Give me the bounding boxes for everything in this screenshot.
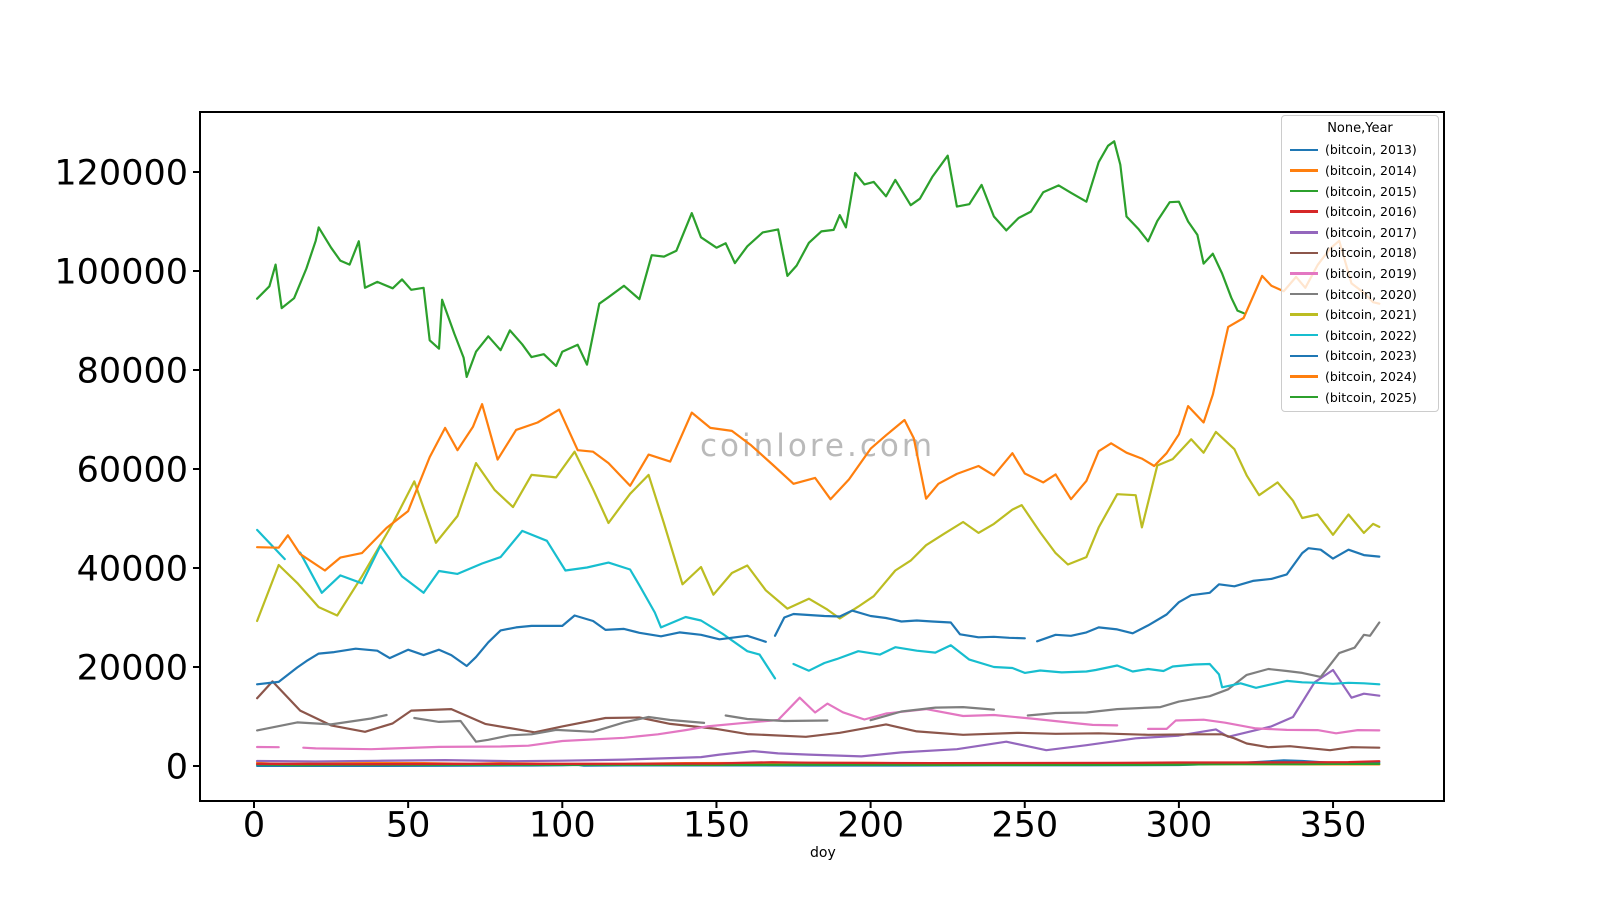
legend-swatch-2025 — [1290, 395, 1318, 399]
legend-label-2023: (bitcoin, 2023) — [1325, 348, 1417, 364]
series-line-2023 — [773, 609, 1026, 640]
legend-swatch-2015 — [1290, 189, 1318, 193]
legend-entry-2016: (bitcoin, 2016) — [1290, 201, 1430, 222]
series-line-2024 — [256, 239, 1381, 572]
y-tick-label: 80000 — [77, 352, 188, 392]
x-tick-label: 150 — [683, 806, 750, 846]
series-line-2021 — [256, 430, 1381, 623]
legend-swatch-2021 — [1290, 313, 1318, 316]
legend: None,Year (bitcoin, 2013) (bitcoin, 2014)… — [1281, 115, 1439, 413]
series-line-2020 — [869, 705, 996, 722]
legend-swatch-2019 — [1290, 272, 1318, 275]
legend-label-2024: (bitcoin, 2024) — [1325, 368, 1417, 384]
legend-swatch-2018 — [1290, 251, 1318, 255]
legend-entry-2017: (bitcoin, 2017) — [1290, 222, 1430, 243]
y-tick-label: 60000 — [77, 451, 188, 491]
legend-label-2018: (bitcoin, 2018) — [1325, 245, 1417, 261]
legend-label-2014: (bitcoin, 2014) — [1325, 162, 1417, 178]
legend-swatch-2013 — [1290, 148, 1318, 152]
legend-label-2022: (bitcoin, 2022) — [1325, 327, 1417, 343]
series-line-2019 — [302, 696, 1119, 751]
legend-swatch-2024 — [1290, 375, 1318, 378]
legend-entry-2020: (bitcoin, 2020) — [1290, 284, 1430, 305]
legend-entry-2022: (bitcoin, 2022) — [1290, 325, 1430, 346]
x-tick-label: 300 — [1145, 806, 1212, 846]
series-line-2020 — [413, 715, 706, 743]
legend-entry-2023: (bitcoin, 2023) — [1290, 346, 1430, 367]
legend-label-2015: (bitcoin, 2015) — [1325, 183, 1417, 199]
x-tick-label: 350 — [1300, 806, 1367, 846]
legend-entry-2021: (bitcoin, 2021) — [1290, 304, 1430, 325]
series-line-2022 — [299, 529, 777, 680]
series-line-2023 — [1035, 547, 1381, 643]
series-line-2022 — [792, 644, 1381, 689]
legend-entry-2018: (bitcoin, 2018) — [1290, 243, 1430, 264]
legend-entry-2025: (bitcoin, 2025) — [1290, 387, 1430, 408]
series-line-2017 — [256, 668, 1381, 763]
legend-entry-2024: (bitcoin, 2024) — [1290, 366, 1430, 387]
legend-entry-2015: (bitcoin, 2015) — [1290, 181, 1430, 202]
y-tick-label: 40000 — [77, 550, 188, 590]
legend-swatch-2020 — [1290, 292, 1318, 296]
series-line-2020 — [724, 714, 829, 723]
legend-label-2017: (bitcoin, 2017) — [1325, 224, 1417, 240]
series-line-2023 — [256, 614, 767, 686]
legend-swatch-2017 — [1290, 231, 1318, 234]
x-tick-label: 250 — [991, 806, 1058, 846]
legend-swatch-2014 — [1290, 169, 1318, 172]
x-tick-label: 200 — [837, 806, 904, 846]
y-tick-label: 120000 — [54, 154, 188, 194]
x-tick-label: 100 — [529, 806, 596, 846]
x-tick-label: 50 — [386, 806, 431, 846]
legend-swatch-2016 — [1290, 210, 1318, 213]
series-line-2025 — [256, 140, 1245, 378]
legend-label-2013: (bitcoin, 2013) — [1325, 142, 1417, 158]
y-tick-label: 20000 — [77, 649, 188, 689]
axes-frame — [199, 111, 1445, 802]
x-tick-label: 0 — [243, 806, 265, 846]
series-line-2020 — [256, 713, 388, 732]
series-line-2022 — [256, 528, 286, 561]
legend-label-2020: (bitcoin, 2020) — [1325, 286, 1417, 302]
series-line-2019 — [1146, 718, 1381, 735]
x-axis-title: doy — [810, 845, 836, 861]
y-tick-label: 100000 — [54, 253, 188, 293]
series-line-2016 — [256, 760, 1381, 766]
legend-label-2025: (bitcoin, 2025) — [1325, 389, 1417, 405]
legend-entry-2014: (bitcoin, 2014) — [1290, 160, 1430, 181]
legend-swatch-2022 — [1290, 333, 1318, 337]
legend-entry-2013: (bitcoin, 2013) — [1290, 140, 1430, 161]
legend-label-2021: (bitcoin, 2021) — [1325, 307, 1417, 323]
series-line-2020 — [1026, 621, 1381, 717]
legend-entry-2019: (bitcoin, 2019) — [1290, 263, 1430, 284]
legend-label-2016: (bitcoin, 2016) — [1325, 204, 1417, 220]
y-tick-label: 0 — [166, 748, 188, 788]
legend-title: None,Year — [1327, 121, 1393, 136]
series-line-2018 — [256, 680, 1381, 752]
series-lines — [256, 140, 1381, 768]
legend-label-2019: (bitcoin, 2019) — [1325, 265, 1417, 281]
legend-swatch-2023 — [1290, 354, 1318, 358]
